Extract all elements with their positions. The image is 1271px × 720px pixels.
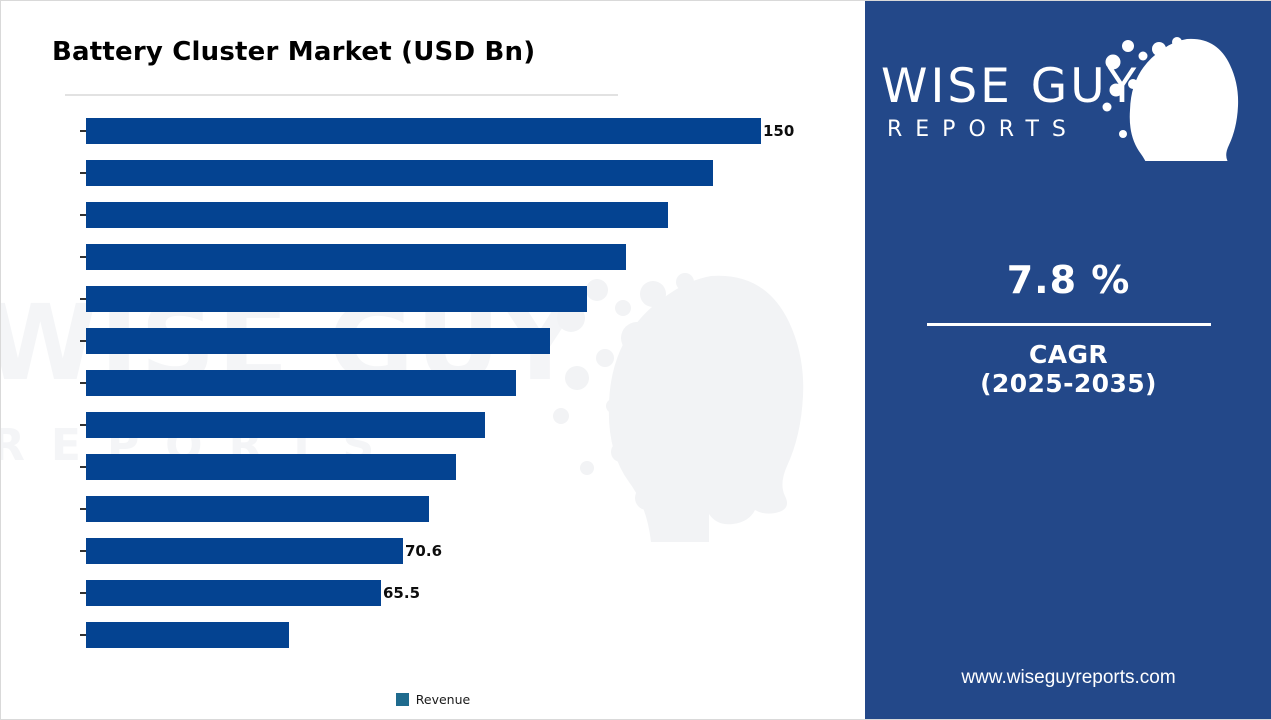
axis-tick: [80, 550, 86, 552]
bar-2035[interactable]: [86, 118, 761, 144]
axis-tick: [80, 172, 86, 174]
bar-2030[interactable]: [86, 328, 550, 354]
cagr-divider: [926, 322, 1211, 326]
chart-legend: Revenue: [1, 692, 865, 707]
bar-2028[interactable]: [86, 412, 485, 438]
cagr-label-line1: CAGR: [1028, 339, 1109, 369]
website-url[interactable]: www.wiseguyreports.com: [961, 667, 1176, 688]
brand-panel: WISE GUY REPORTS: [865, 1, 1271, 719]
bar-2031[interactable]: [86, 286, 587, 312]
bar-2034[interactable]: [86, 160, 713, 186]
axis-tick: [80, 466, 86, 468]
wiseguy-logo: WISE GUY REPORTS: [879, 33, 1259, 188]
bar-value-2035: 150: [763, 122, 795, 140]
logo-wordmark-secondary: REPORTS: [887, 117, 1079, 142]
legend-label-revenue: Revenue: [415, 692, 471, 707]
cagr-block: 7.8 % CAGR (2025-2035): [865, 258, 1271, 399]
bar-2025[interactable]: [86, 538, 403, 564]
axis-tick: [80, 382, 86, 384]
bar-2033[interactable]: [86, 202, 668, 228]
bar-2026[interactable]: [86, 496, 429, 522]
bar-2029[interactable]: [86, 370, 516, 396]
bar-value-2024: 65.5: [383, 584, 421, 602]
bar-value-2025: 70.6: [405, 542, 443, 560]
chart-title: Battery Cluster Market (USD Bn): [52, 37, 536, 67]
chart-panel: WISE GUY REPORTS: [1, 1, 865, 719]
plot-area: 2035 150 2034 2033 2032 2031: [1, 1, 865, 691]
bar-2032[interactable]: [86, 244, 626, 270]
axis-tick: [80, 424, 86, 426]
cagr-label-line2: (2025-2035): [980, 369, 1157, 399]
bar-2024[interactable]: [86, 580, 381, 606]
legend-swatch-icon: [395, 693, 409, 706]
title-divider: [65, 94, 618, 96]
axis-tick: [80, 340, 86, 342]
axis-tick: [80, 634, 86, 636]
axis-tick: [80, 256, 86, 258]
axis-tick: [80, 214, 86, 216]
bar-2019[interactable]: [86, 622, 289, 648]
cagr-value: 7.8 %: [1006, 258, 1131, 302]
logo-head-profile-icon: [1101, 33, 1251, 188]
axis-tick: [80, 592, 86, 594]
axis-tick: [80, 130, 86, 132]
axis-tick: [80, 508, 86, 510]
axis-tick: [80, 298, 86, 300]
bar-2027[interactable]: [86, 454, 456, 480]
logo-wordmark-primary: WISE GUY: [881, 59, 1140, 114]
